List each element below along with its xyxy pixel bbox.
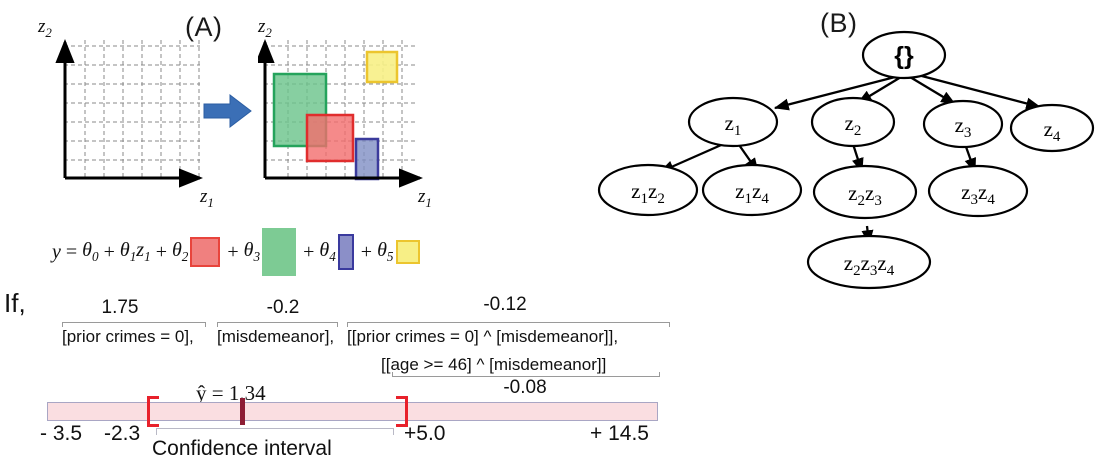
ci-span-brace (156, 428, 394, 435)
coefficient-1: 1.75 (101, 297, 139, 318)
equation-lhs: y (52, 240, 61, 263)
right-plot-x-axis-label: z1 (418, 186, 432, 210)
brace-term-1 (62, 322, 206, 327)
interaction-tree: {} z1 z2 z3 z4 z1z2 z1z4 z2z3 z3z4 z2z3z… (597, 30, 1095, 290)
tree-nodes (597, 30, 1095, 290)
ci-lower-bracket (147, 396, 159, 427)
node-root (861, 30, 947, 80)
equation-red-swatch (190, 237, 221, 267)
node-root-label: {} (894, 42, 914, 70)
axis-min-label: - 3.5 (40, 422, 83, 445)
yellow-box (365, 50, 399, 84)
edge-root-z4 (917, 73, 1042, 110)
node-z4 (1009, 103, 1095, 153)
coefficient-2: -0.2 (266, 297, 300, 318)
equation-plus-5: + (360, 240, 373, 263)
equation-theta5: θ5 (377, 239, 394, 264)
blue-box (354, 137, 380, 181)
node-z1 (687, 96, 779, 148)
equation-blue-swatch (337, 234, 354, 270)
node-z2z3z4 (806, 234, 932, 290)
equation-plus-3: + (227, 240, 239, 263)
equation-plus-2: + (155, 240, 167, 263)
green-box (272, 72, 328, 148)
brace-term-3 (347, 322, 670, 327)
right-plot (258, 39, 423, 188)
equation-theta0: θ0 (82, 239, 99, 264)
left-plot (55, 39, 203, 188)
rule-term-4: [[age >= 46] ^ [misdemeanor]] (381, 355, 607, 374)
red-box (305, 113, 355, 163)
equation-theta3: θ3 (243, 239, 261, 264)
equation-plus-4: + (303, 240, 315, 263)
tree-node-labels: {} z1 z2 z3 z4 z1z2 z1z4 z2z3 z3z4 z2z3z… (631, 42, 1061, 279)
node-z1z4 (701, 163, 803, 217)
node-z3z4 (927, 164, 1029, 218)
transform-arrow-icon (203, 93, 252, 129)
equation-plus-1: + (103, 240, 115, 263)
panel-a-label: (A) (185, 12, 223, 42)
node-z2z3 (812, 164, 918, 220)
brace-term-2 (217, 322, 338, 327)
node-z1z2 (597, 163, 699, 217)
confidence-bar (47, 402, 658, 421)
tree-edges (658, 73, 1042, 246)
ci-upper-bracket (396, 396, 408, 427)
ci-low-label: -2.3 (104, 422, 141, 445)
equation-green-swatch (262, 228, 297, 276)
rule-term-3: [[prior crimes = 0] ^ [misdemeanor]], (347, 327, 619, 346)
left-plot-x-axis-label: z1 (200, 186, 214, 210)
coefficient-3: -0.12 (483, 294, 527, 315)
edge-root-z1 (773, 75, 896, 111)
model-equation: y = θ0 + θ1z1 + θ2 + θ3 + θ4 + θ5 (52, 228, 422, 276)
equation-yellow-swatch (395, 240, 420, 264)
axis-max-label: + 14.5 (590, 422, 649, 445)
equation-theta2: θ2 (171, 239, 189, 264)
rule-term-1: [prior crimes = 0], (62, 327, 194, 346)
node-z2 (810, 96, 896, 148)
brace-term-4 (392, 372, 660, 377)
coefficient-4: -0.08 (503, 377, 547, 398)
panel-b-label: (B) (820, 8, 858, 38)
ci-high-label: +5.0 (404, 422, 446, 445)
edge-root-z3 (909, 76, 956, 105)
rule-term-2: [misdemeanor], (217, 327, 335, 346)
left-plot-y-axis-label: z2 (38, 16, 52, 40)
equation-theta1-z1: θ1z1 (119, 239, 151, 264)
right-plot-y-axis-label: z2 (258, 16, 272, 40)
node-z3 (922, 99, 1004, 149)
node-z2z3z4-label: z2z3z4 (844, 251, 895, 279)
if-label: If, (4, 288, 26, 318)
prediction-label: ŷ = 1.34 (196, 381, 266, 405)
equation-theta4: θ4 (319, 239, 336, 264)
confidence-interval-label: Confidence interval (152, 437, 332, 460)
equation-equals: = (65, 240, 78, 263)
prediction-tick (240, 398, 245, 425)
